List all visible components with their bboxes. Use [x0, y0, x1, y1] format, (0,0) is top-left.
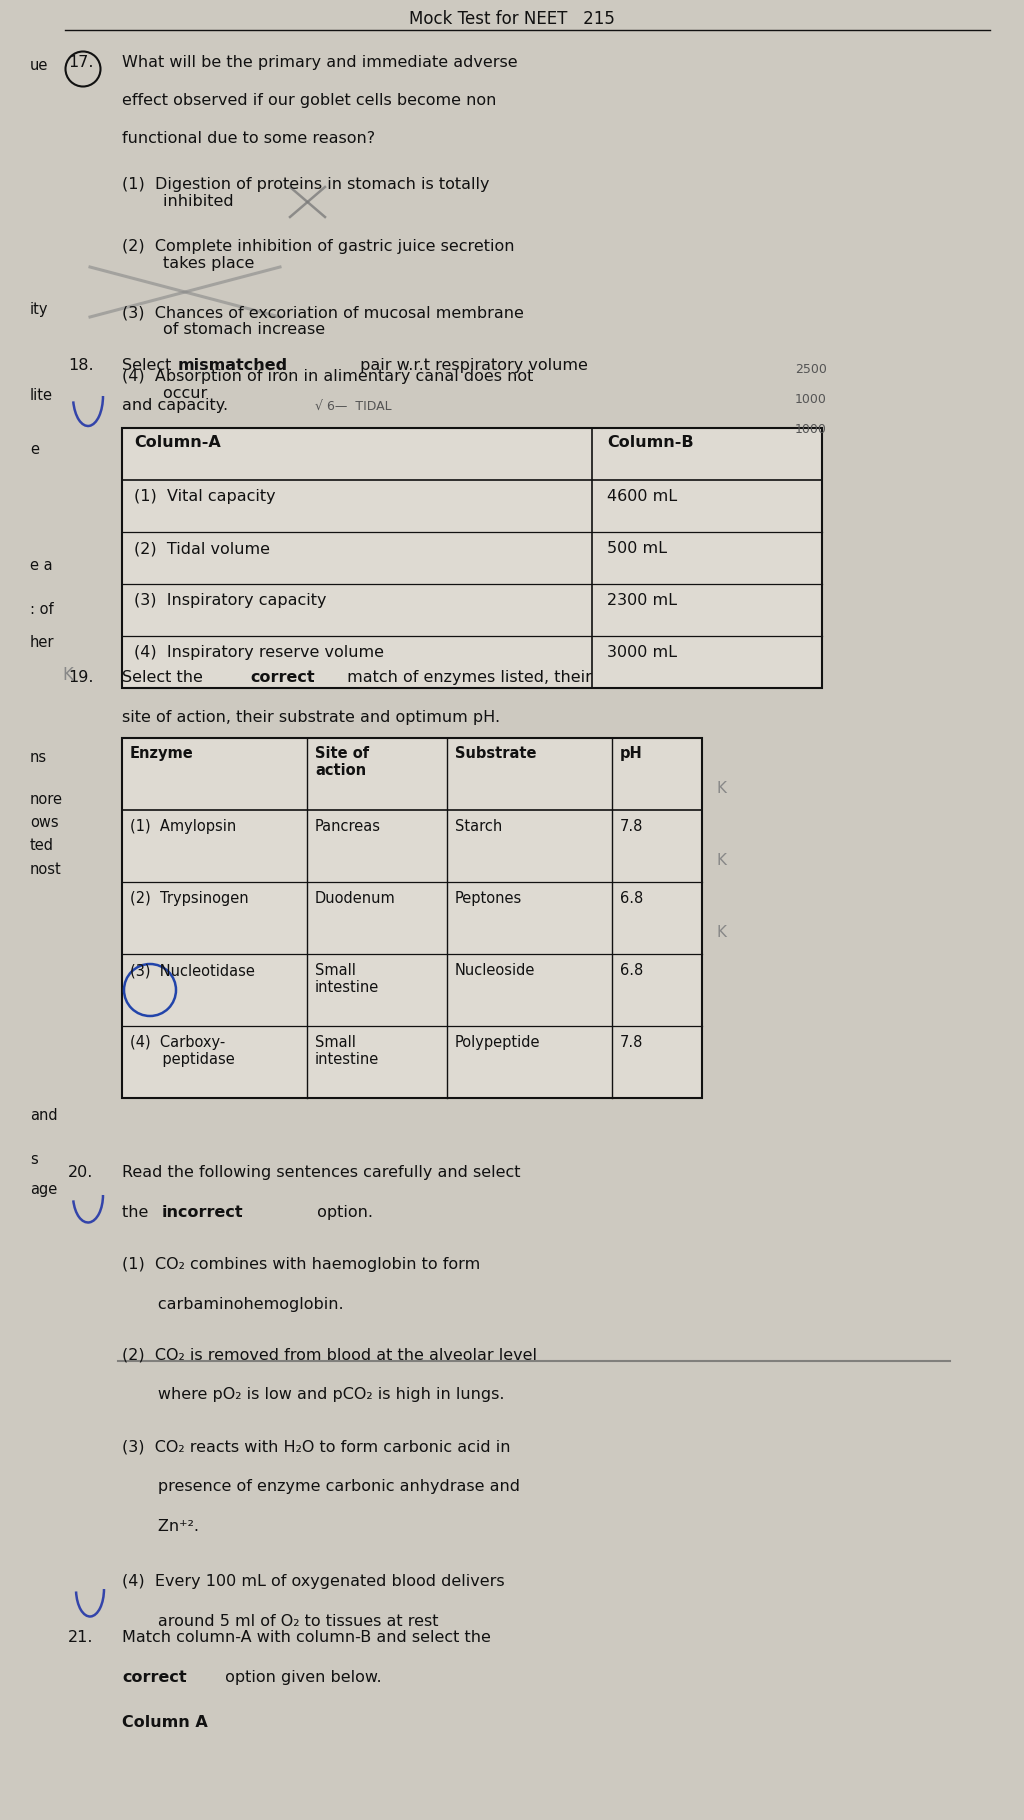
- Text: presence of enzyme carbonic anhydrase and: presence of enzyme carbonic anhydrase an…: [122, 1480, 520, 1494]
- Text: (4)  Carboxy-
       peptidase: (4) Carboxy- peptidase: [130, 1036, 234, 1067]
- Text: Column-B: Column-B: [607, 435, 693, 450]
- Text: s: s: [30, 1152, 38, 1167]
- Text: 18.: 18.: [68, 359, 93, 373]
- Text: (1)  Vital capacity: (1) Vital capacity: [134, 490, 275, 504]
- Text: where pO₂ is low and pCO₂ is high in lungs.: where pO₂ is low and pCO₂ is high in lun…: [122, 1387, 505, 1401]
- Text: (3)  Chances of excoriation of mucosal membrane
        of stomach increase: (3) Chances of excoriation of mucosal me…: [122, 306, 524, 337]
- Text: K: K: [717, 781, 727, 795]
- Text: 17.: 17.: [68, 55, 93, 69]
- Text: Duodenum: Duodenum: [315, 892, 395, 906]
- Text: Read the following sentences carefully and select: Read the following sentences carefully a…: [122, 1165, 520, 1179]
- Bar: [122, 428, 822, 688]
- Text: e: e: [30, 442, 39, 457]
- Text: Column-A: Column-A: [134, 435, 221, 450]
- Text: Mock Test for NEET   215: Mock Test for NEET 215: [409, 9, 615, 27]
- Text: (4)  Absorption of iron in alimentary canal does not
        occur: (4) Absorption of iron in alimentary can…: [122, 369, 534, 402]
- Text: Select the: Select the: [122, 670, 208, 684]
- Text: Polypeptide: Polypeptide: [455, 1036, 541, 1050]
- Text: (3)  CO₂ reacts with H₂O to form carbonic acid in: (3) CO₂ reacts with H₂O to form carbonic…: [122, 1440, 511, 1454]
- Text: (2)  Complete inhibition of gastric juice secretion
        takes place: (2) Complete inhibition of gastric juice…: [122, 238, 514, 271]
- Text: K: K: [717, 854, 727, 868]
- Text: the: the: [122, 1205, 154, 1219]
- Text: Column A: Column A: [122, 1714, 208, 1731]
- Text: Peptones: Peptones: [455, 892, 522, 906]
- Text: correct: correct: [250, 670, 314, 684]
- Text: Nucleoside: Nucleoside: [455, 963, 536, 977]
- Text: (2)  Tidal volume: (2) Tidal volume: [134, 541, 270, 555]
- Text: pair w.r.t respiratory volume: pair w.r.t respiratory volume: [355, 359, 588, 373]
- Text: Select: Select: [122, 359, 176, 373]
- Text: ows: ows: [30, 815, 58, 830]
- Text: ity: ity: [30, 302, 48, 317]
- Text: and: and: [30, 1108, 57, 1123]
- Text: 2300 mL: 2300 mL: [607, 593, 677, 608]
- Text: nore: nore: [30, 792, 63, 806]
- Text: 20.: 20.: [68, 1165, 93, 1179]
- Text: 1000: 1000: [795, 422, 826, 437]
- Text: e a: e a: [30, 559, 52, 573]
- Text: What will be the primary and immediate adverse: What will be the primary and immediate a…: [122, 55, 517, 69]
- Text: and capacity.: and capacity.: [122, 399, 228, 413]
- Text: K: K: [717, 925, 727, 941]
- Text: Zn⁺².: Zn⁺².: [122, 1520, 199, 1534]
- Text: (4)  Inspiratory reserve volume: (4) Inspiratory reserve volume: [134, 644, 384, 661]
- Text: option given below.: option given below.: [220, 1671, 382, 1685]
- Bar: [122, 737, 702, 1097]
- Text: option.: option.: [312, 1205, 373, 1219]
- Text: pH: pH: [620, 746, 643, 761]
- Text: functional due to some reason?: functional due to some reason?: [122, 131, 375, 146]
- Text: correct: correct: [122, 1671, 186, 1685]
- Text: 6.8: 6.8: [620, 892, 643, 906]
- Text: (2)  Trypsinogen: (2) Trypsinogen: [130, 892, 249, 906]
- Text: (2)  CO₂ is removed from blood at the alveolar level: (2) CO₂ is removed from blood at the alv…: [122, 1347, 537, 1361]
- Text: 7.8: 7.8: [620, 819, 643, 834]
- Text: mismatched: mismatched: [178, 359, 288, 373]
- Text: her: her: [30, 635, 54, 650]
- Text: site of action, their substrate and optimum pH.: site of action, their substrate and opti…: [122, 710, 500, 724]
- Text: 7.8: 7.8: [620, 1036, 643, 1050]
- Text: (3)  Inspiratory capacity: (3) Inspiratory capacity: [134, 593, 327, 608]
- Text: Site of
action: Site of action: [315, 746, 369, 779]
- Text: nost: nost: [30, 863, 61, 877]
- Text: K: K: [62, 666, 73, 684]
- Text: 4600 mL: 4600 mL: [607, 490, 677, 504]
- Text: (4)  Every 100 mL of oxygenated blood delivers: (4) Every 100 mL of oxygenated blood del…: [122, 1574, 505, 1589]
- Text: 3000 mL: 3000 mL: [607, 644, 677, 661]
- Text: ue: ue: [30, 58, 48, 73]
- Text: (1)  CO₂ combines with haemoglobin to form: (1) CO₂ combines with haemoglobin to for…: [122, 1258, 480, 1272]
- Text: 1000: 1000: [795, 393, 826, 406]
- Text: incorrect: incorrect: [162, 1205, 244, 1219]
- Text: (3)  Nucleotidase: (3) Nucleotidase: [130, 963, 255, 977]
- Text: Pancreas: Pancreas: [315, 819, 381, 834]
- Text: Starch: Starch: [455, 819, 502, 834]
- Text: 6.8: 6.8: [620, 963, 643, 977]
- Text: (1)  Amylopsin: (1) Amylopsin: [130, 819, 237, 834]
- Text: Small
intestine: Small intestine: [315, 963, 379, 996]
- Text: ted: ted: [30, 837, 54, 854]
- Text: effect observed if our goblet cells become non: effect observed if our goblet cells beco…: [122, 93, 497, 107]
- Text: Small
intestine: Small intestine: [315, 1036, 379, 1067]
- Text: : of: : of: [30, 602, 53, 617]
- Text: 500 mL: 500 mL: [607, 541, 667, 555]
- Text: age: age: [30, 1181, 57, 1198]
- Text: match of enzymes listed, their: match of enzymes listed, their: [342, 670, 592, 684]
- Text: Substrate: Substrate: [455, 746, 537, 761]
- Text: Match column-A with column-B and select the: Match column-A with column-B and select …: [122, 1631, 490, 1645]
- Text: √ 6—  TIDAL: √ 6— TIDAL: [315, 400, 391, 413]
- Text: lite: lite: [30, 388, 53, 402]
- Text: around 5 ml of O₂ to tissues at rest: around 5 ml of O₂ to tissues at rest: [122, 1614, 438, 1629]
- Text: 21.: 21.: [68, 1631, 93, 1645]
- Text: carbaminohemoglobin.: carbaminohemoglobin.: [122, 1298, 344, 1312]
- Text: (1)  Digestion of proteins in stomach is totally
        inhibited: (1) Digestion of proteins in stomach is …: [122, 177, 489, 209]
- Text: Enzyme: Enzyme: [130, 746, 194, 761]
- Text: ns: ns: [30, 750, 47, 764]
- Text: 19.: 19.: [68, 670, 93, 684]
- Text: 2500: 2500: [795, 362, 826, 377]
